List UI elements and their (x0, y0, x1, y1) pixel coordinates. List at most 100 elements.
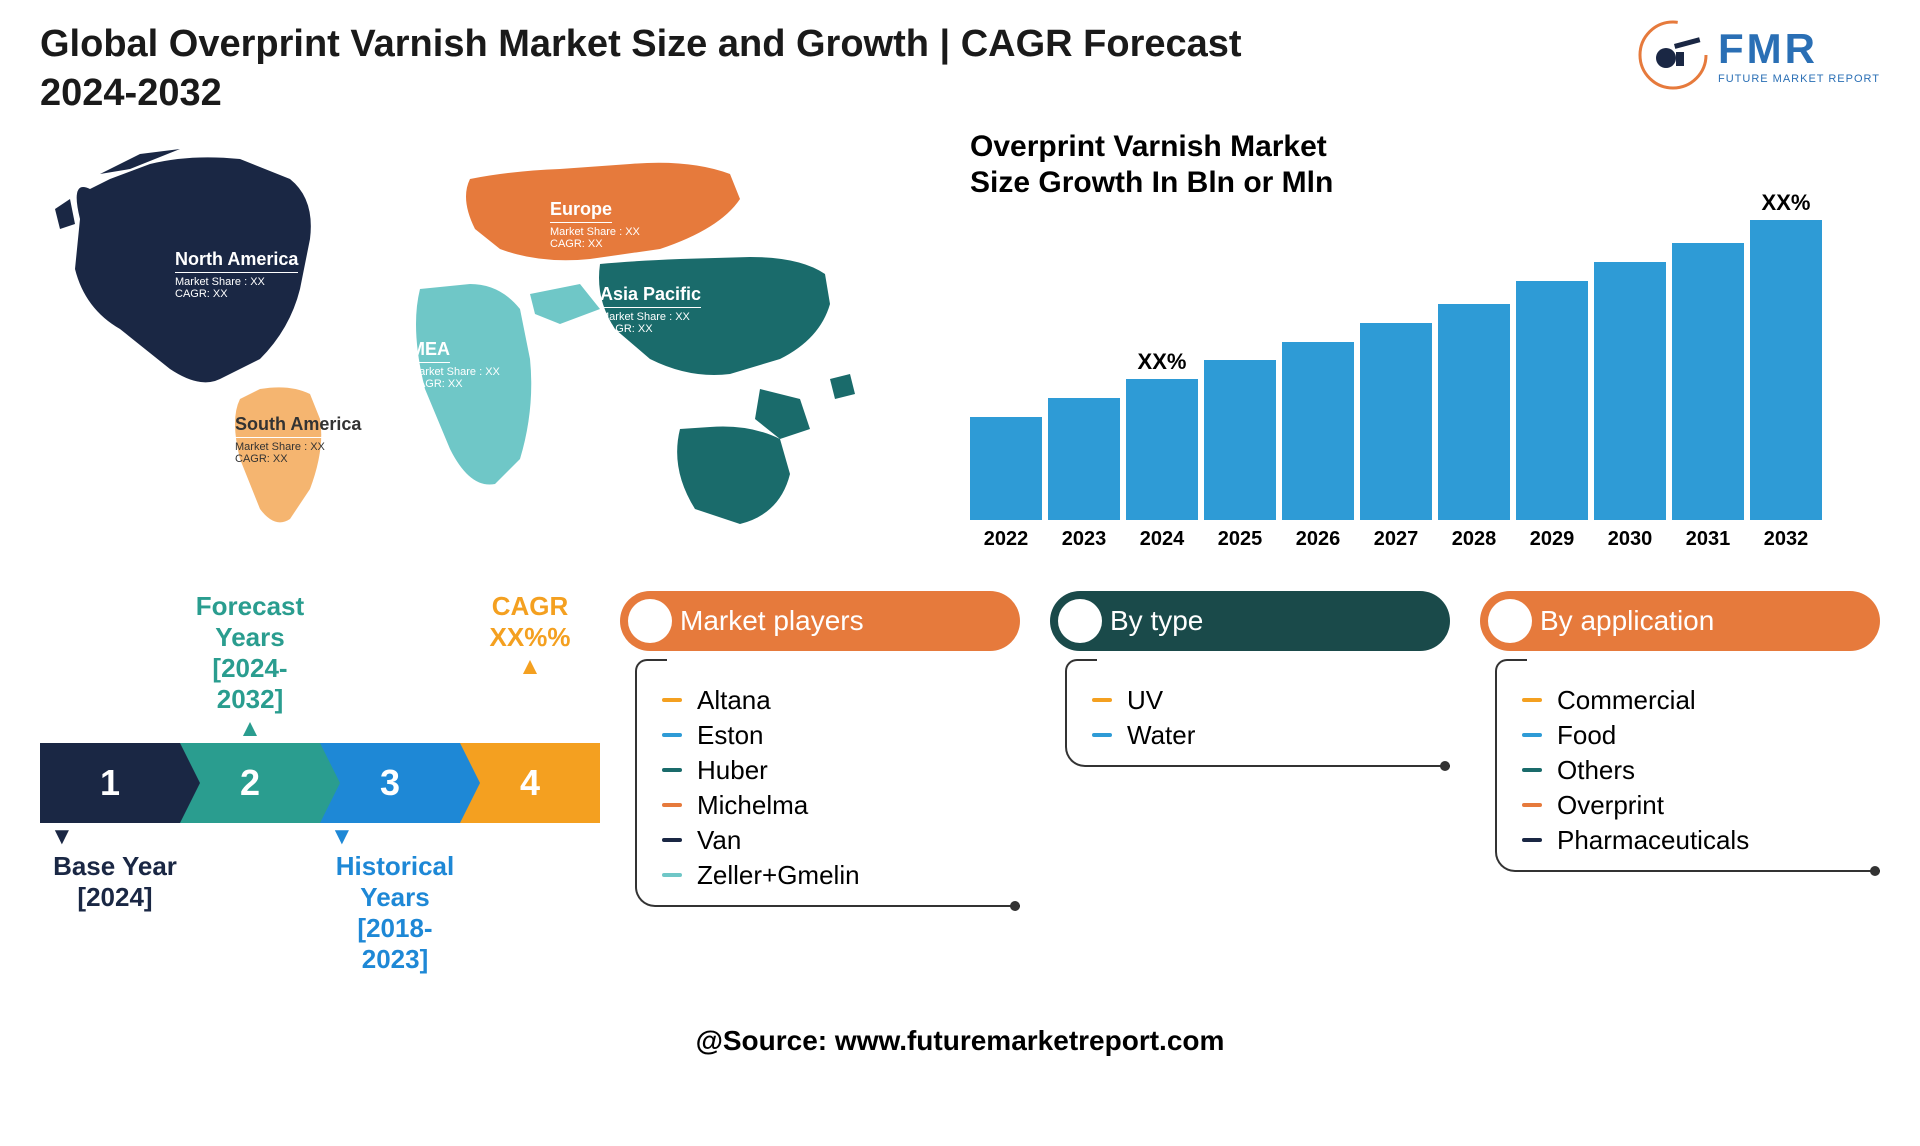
tick-icon (1522, 768, 1542, 772)
bar-year-label: 2030 (1608, 528, 1653, 551)
tick-icon (1092, 698, 1112, 702)
category-item-label: UV (1127, 685, 1163, 716)
tick-icon (662, 873, 682, 877)
bar (1282, 342, 1354, 520)
category-header: By type (1050, 591, 1450, 651)
category-item: Overprint (1522, 790, 1880, 821)
timeline-label-top: Forecast Years[2024-2032]▲ (180, 591, 320, 743)
timeline-segment: 4 (460, 743, 600, 823)
category-item-label: Van (697, 825, 741, 856)
category-header: Market players (620, 591, 1020, 651)
timeline-segment: 1 (40, 743, 180, 823)
tick-icon (662, 733, 682, 737)
tick-icon (1522, 733, 1542, 737)
bar: XX% (1750, 220, 1822, 520)
bar-year-label: 2022 (984, 528, 1029, 551)
bar (1360, 323, 1432, 520)
category-item-label: Michelma (697, 790, 808, 821)
bar-year-label: 2027 (1374, 528, 1419, 551)
bar-wrap: XX% 2024 (1126, 379, 1198, 551)
tick-icon (1522, 838, 1542, 842)
category-bracket: Commercial Food Others Overprint Pharmaceuti… (1495, 671, 1880, 872)
bar-wrap: 2026 (1282, 342, 1354, 551)
bar (1204, 360, 1276, 519)
timeline-segment: 3 (320, 743, 460, 823)
category-item: Water (1092, 720, 1450, 751)
chart-title: Overprint Varnish Market Size Growth In … (970, 129, 1370, 201)
tick-icon (662, 768, 682, 772)
region-label: North AmericaMarket Share : XXCAGR: XX (175, 249, 298, 300)
tick-icon (662, 698, 682, 702)
category-section: Market players Altana Eston Huber Michelma Va… (620, 591, 1020, 975)
category-item: Altana (662, 685, 1020, 716)
category-item-label: Zeller+Gmelin (697, 860, 860, 891)
timeline-label-top: CAGRXX%%▲ (460, 591, 600, 743)
bar-wrap: 2023 (1048, 398, 1120, 551)
category-bracket: UV Water (1065, 671, 1450, 767)
bar-wrap: 2030 (1594, 262, 1666, 551)
category-item: Zeller+Gmelin (662, 860, 1020, 891)
category-item: Huber (662, 755, 1020, 786)
logo: FMR FUTURE MARKET REPORT (1638, 20, 1880, 90)
bar-year-label: 2029 (1530, 528, 1575, 551)
category-item: Michelma (662, 790, 1020, 821)
category-item-label: Eston (697, 720, 764, 751)
category-item-label: Pharmaceuticals (1557, 825, 1749, 856)
bar-wrap: 2022 (970, 417, 1042, 551)
timeline-segment: 2 (180, 743, 320, 823)
category-item: Pharmaceuticals (1522, 825, 1880, 856)
logo-brand: FMR (1718, 25, 1880, 73)
category-item-label: Huber (697, 755, 768, 786)
growth-bar-chart: Overprint Varnish Market Size Growth In … (970, 129, 1880, 551)
bar-year-label: 2028 (1452, 528, 1497, 551)
category-item: Others (1522, 755, 1880, 786)
category-item: Van (662, 825, 1020, 856)
region-label: Asia PacificMarket Share : XXCAGR: XX (600, 284, 701, 335)
bar-wrap: 2025 (1204, 360, 1276, 550)
bar (1672, 243, 1744, 520)
fmr-logo-icon (1638, 20, 1708, 90)
category-section: By application Commercial Food Others Overpr… (1480, 591, 1880, 975)
tick-icon (1522, 698, 1542, 702)
category-item-label: Water (1127, 720, 1195, 751)
bar-year-label: 2025 (1218, 528, 1263, 551)
bar-year-label: 2023 (1062, 528, 1107, 551)
bar-wrap: 2027 (1360, 323, 1432, 551)
bar: XX% (1126, 379, 1198, 520)
source-attribution: @Source: www.futuremarketreport.com (40, 1025, 1880, 1057)
world-map: North AmericaMarket Share : XXCAGR: XXSo… (40, 129, 940, 549)
category-bracket: Altana Eston Huber Michelma Van Zeller+Gmelin (635, 671, 1020, 907)
tick-icon (662, 803, 682, 807)
category-item-label: Food (1557, 720, 1616, 751)
category-item: Food (1522, 720, 1880, 751)
timeline: Forecast Years[2024-2032]▲ CAGRXX%%▲ 1234… (40, 591, 600, 975)
bar-year-label: 2026 (1296, 528, 1341, 551)
bar (1048, 398, 1120, 520)
tick-icon (662, 838, 682, 842)
category-item-label: Overprint (1557, 790, 1664, 821)
bar-year-label: 2024 (1140, 528, 1185, 551)
bar-year-label: 2032 (1764, 528, 1809, 551)
category-header: By application (1480, 591, 1880, 651)
bar (1516, 281, 1588, 520)
tick-icon (1522, 803, 1542, 807)
category-section: By type UV Water (1050, 591, 1450, 975)
tick-icon (1092, 733, 1112, 737)
bar-wrap: 2029 (1516, 281, 1588, 551)
category-item: Commercial (1522, 685, 1880, 716)
timeline-label-bottom: ▼Historical Years[2018-2023] (320, 823, 460, 975)
region-label: MEAMarket Share : XXCAGR: XX (410, 339, 500, 390)
logo-subtitle: FUTURE MARKET REPORT (1718, 73, 1880, 85)
bar (1594, 262, 1666, 520)
bar-wrap: XX% 2032 (1750, 220, 1822, 551)
category-item-label: Others (1557, 755, 1635, 786)
category-item: UV (1092, 685, 1450, 716)
timeline-label-bottom: ▼Base Year[2024] (40, 823, 180, 975)
category-item-label: Commercial (1557, 685, 1696, 716)
bar (1438, 304, 1510, 520)
bar (970, 417, 1042, 520)
category-item-label: Altana (697, 685, 771, 716)
category-item: Eston (662, 720, 1020, 751)
bar-wrap: 2031 (1672, 243, 1744, 551)
region-label: EuropeMarket Share : XXCAGR: XX (550, 199, 640, 250)
